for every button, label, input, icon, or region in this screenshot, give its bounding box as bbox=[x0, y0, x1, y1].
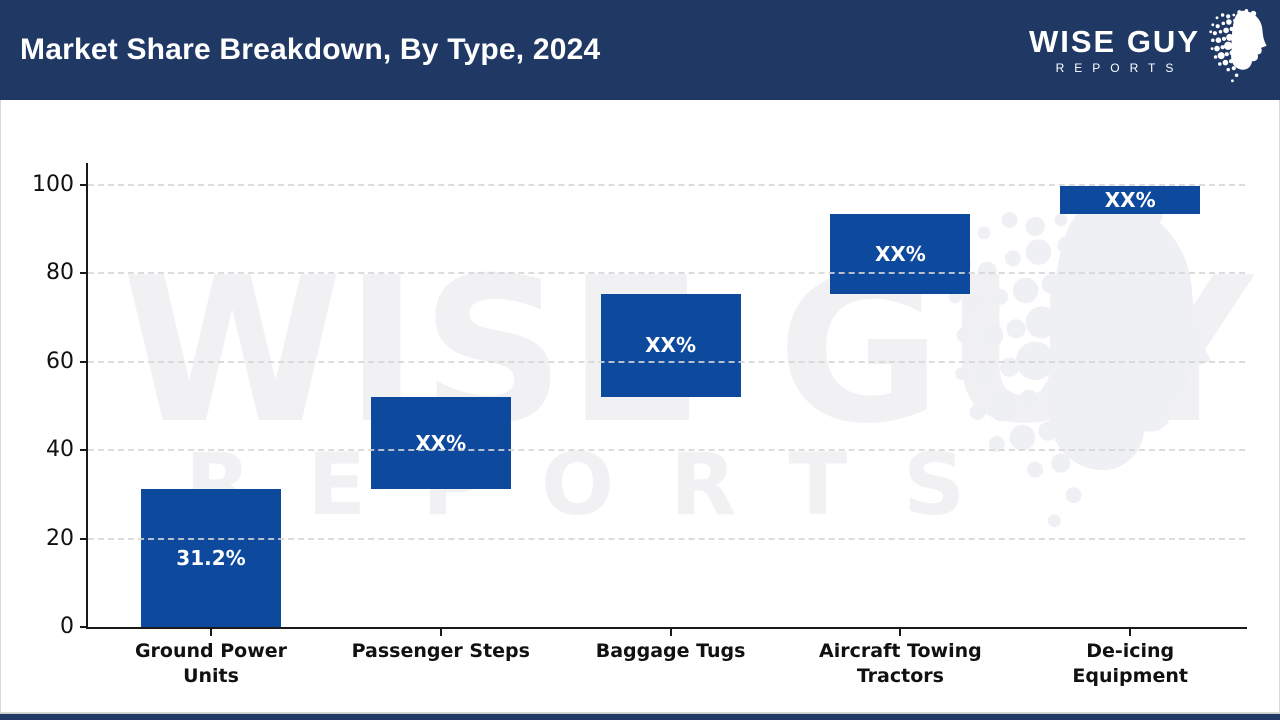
x-tick-mark bbox=[669, 629, 672, 636]
page-title: Market Share Breakdown, By Type, 2024 bbox=[20, 33, 601, 66]
y-tick-label: 60 bbox=[46, 348, 74, 374]
y-tick-mark bbox=[80, 272, 88, 275]
watermark-head-icon bbox=[948, 192, 1212, 528]
bar-value-label: 31.2% bbox=[176, 546, 246, 571]
y-tick-mark bbox=[80, 360, 88, 363]
x-tick-mark bbox=[439, 629, 442, 636]
y-tick-label: 100 bbox=[32, 172, 74, 197]
x-category-label: Baggage Tugs bbox=[595, 640, 746, 662]
grid-line bbox=[88, 272, 1245, 275]
watermark-subtitle: REPORTS bbox=[185, 435, 1022, 535]
y-tick-label: 80 bbox=[46, 260, 74, 286]
y-tick-mark bbox=[80, 184, 88, 186]
brand-text: WISE GUY REPORTS bbox=[1028, 24, 1200, 75]
x-tick-mark bbox=[899, 629, 902, 636]
y-tick-label: 20 bbox=[46, 525, 74, 551]
brand-logo: WISE GUY REPORTS bbox=[1029, 8, 1274, 92]
x-category-label: Passenger Steps bbox=[351, 640, 530, 662]
y-axis-spine bbox=[86, 162, 88, 629]
bar-value-label: XX% bbox=[874, 241, 926, 266]
bar: XX% bbox=[370, 397, 511, 490]
footer-bar bbox=[0, 714, 1280, 720]
y-tick-label: 0 bbox=[60, 614, 74, 639]
bar-value-label: XX% bbox=[1104, 188, 1156, 212]
grid-line bbox=[88, 360, 1245, 363]
y-tick-mark bbox=[80, 449, 88, 452]
y-tick-label: 40 bbox=[46, 437, 74, 463]
y-tick-mark bbox=[80, 626, 88, 628]
x-category-label: De-icing Equipment bbox=[1072, 640, 1188, 687]
bar-value-label: XX% bbox=[645, 333, 697, 358]
bar: 31.2% bbox=[141, 489, 281, 627]
bar: XX% bbox=[830, 213, 971, 294]
bar: XX% bbox=[1060, 186, 1201, 214]
bar: XX% bbox=[600, 293, 741, 398]
grid-line bbox=[88, 449, 1245, 452]
x-tick-mark bbox=[210, 629, 212, 636]
x-category-label: Aircraft Towing Tractors bbox=[819, 640, 982, 687]
brand-name: WISE GUY bbox=[1028, 24, 1200, 60]
y-tick-mark bbox=[80, 537, 88, 540]
x-category-label: Ground Power Units bbox=[134, 640, 288, 687]
brand-head-icon bbox=[1209, 9, 1267, 83]
grid-line bbox=[88, 184, 1245, 186]
header-bar: Market Share Breakdown, By Type, 2024 WI… bbox=[0, 0, 1280, 100]
brand-subtitle: REPORTS bbox=[1055, 60, 1184, 75]
grid-line bbox=[88, 537, 1245, 540]
x-axis-spine bbox=[86, 627, 1247, 629]
x-tick-mark bbox=[1129, 629, 1132, 636]
footer-line bbox=[0, 713, 1280, 714]
bar-value-label: XX% bbox=[415, 431, 467, 456]
